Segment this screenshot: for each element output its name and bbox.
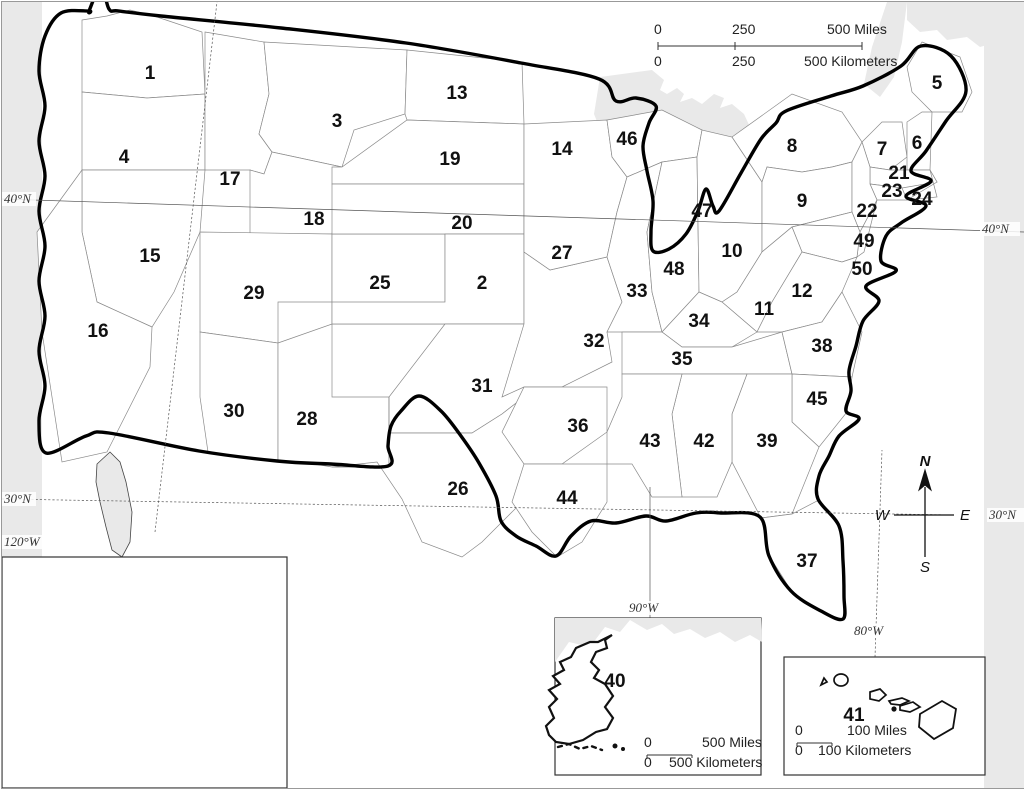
- svg-text:38: 38: [811, 336, 832, 357]
- svg-text:18: 18: [303, 209, 324, 230]
- svg-text:2: 2: [477, 273, 488, 294]
- svg-text:0: 0: [795, 722, 803, 738]
- svg-text:45: 45: [806, 389, 828, 410]
- svg-text:33: 33: [626, 281, 647, 302]
- svg-text:11: 11: [754, 299, 775, 320]
- svg-text:W: W: [875, 507, 891, 524]
- svg-text:0: 0: [644, 734, 652, 750]
- svg-text:37: 37: [796, 551, 817, 572]
- svg-text:36: 36: [567, 416, 588, 437]
- svg-text:4: 4: [119, 147, 130, 168]
- svg-text:30°N: 30°N: [3, 491, 32, 506]
- svg-text:120°W: 120°W: [4, 534, 41, 549]
- svg-text:20: 20: [451, 213, 472, 234]
- svg-text:E: E: [960, 507, 971, 524]
- svg-text:10: 10: [721, 241, 742, 262]
- svg-text:80°W: 80°W: [854, 623, 884, 638]
- svg-text:7: 7: [877, 139, 888, 160]
- svg-text:100 Kilometers: 100 Kilometers: [818, 742, 911, 758]
- svg-text:35: 35: [671, 349, 693, 370]
- svg-text:22: 22: [856, 201, 877, 222]
- svg-text:30: 30: [223, 401, 244, 422]
- svg-text:12: 12: [791, 281, 812, 302]
- svg-text:25: 25: [369, 273, 391, 294]
- svg-text:40°N: 40°N: [4, 191, 32, 206]
- svg-text:48: 48: [663, 259, 684, 280]
- svg-text:6: 6: [912, 133, 923, 154]
- svg-text:13: 13: [446, 83, 467, 104]
- svg-text:43: 43: [639, 431, 660, 452]
- svg-text:5: 5: [932, 73, 943, 94]
- svg-text:42: 42: [693, 431, 714, 452]
- svg-text:0: 0: [795, 742, 803, 758]
- svg-text:17: 17: [219, 169, 240, 190]
- svg-text:0: 0: [644, 754, 652, 770]
- svg-text:19: 19: [439, 149, 460, 170]
- svg-text:24: 24: [911, 189, 933, 210]
- svg-text:34: 34: [688, 311, 710, 332]
- svg-text:500 Kilometers: 500 Kilometers: [669, 754, 762, 770]
- svg-text:29: 29: [243, 283, 264, 304]
- svg-text:250: 250: [732, 21, 756, 37]
- svg-text:S: S: [920, 559, 930, 576]
- svg-text:39: 39: [756, 431, 777, 452]
- svg-text:250: 250: [732, 53, 756, 69]
- svg-text:N: N: [920, 453, 932, 470]
- svg-text:31: 31: [471, 376, 493, 397]
- svg-text:47: 47: [691, 201, 712, 222]
- svg-text:14: 14: [551, 139, 573, 160]
- svg-text:9: 9: [797, 191, 808, 212]
- svg-text:0: 0: [654, 53, 662, 69]
- svg-text:16: 16: [87, 321, 108, 342]
- svg-text:50: 50: [851, 259, 872, 280]
- svg-text:1: 1: [145, 63, 156, 84]
- svg-text:100 Miles: 100 Miles: [847, 722, 907, 738]
- svg-text:8: 8: [787, 136, 798, 157]
- svg-text:23: 23: [881, 181, 902, 202]
- svg-text:500 Miles: 500 Miles: [827, 21, 887, 37]
- svg-text:28: 28: [296, 409, 317, 430]
- svg-text:500 Miles: 500 Miles: [702, 734, 762, 750]
- svg-text:26: 26: [447, 479, 468, 500]
- svg-text:30°N: 30°N: [988, 507, 1017, 522]
- svg-text:40°N: 40°N: [982, 221, 1010, 236]
- svg-text:90°W: 90°W: [629, 600, 659, 615]
- svg-text:46: 46: [616, 129, 637, 150]
- svg-text:40: 40: [604, 671, 625, 692]
- svg-text:3: 3: [332, 111, 343, 132]
- svg-text:15: 15: [139, 246, 161, 267]
- svg-text:0: 0: [654, 21, 662, 37]
- svg-text:49: 49: [853, 231, 874, 252]
- svg-text:27: 27: [551, 243, 572, 264]
- svg-text:500 Kilometers: 500 Kilometers: [804, 53, 897, 69]
- svg-text:32: 32: [583, 331, 604, 352]
- svg-text:44: 44: [556, 488, 578, 509]
